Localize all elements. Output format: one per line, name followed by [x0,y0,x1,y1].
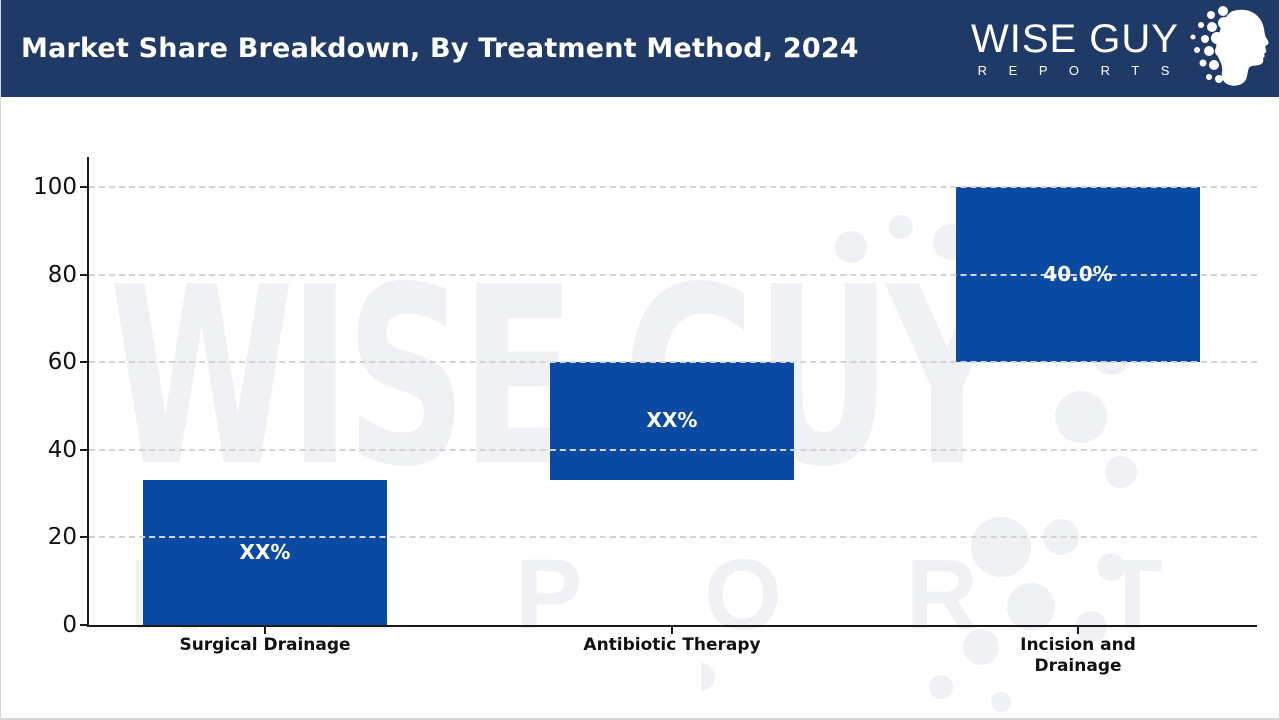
gridline-100 [89,186,1257,188]
y-tick-label-40: 40 [47,436,77,463]
y-tick-mark-100 [80,186,87,188]
y-tick-mark-0 [80,624,87,626]
x-tick-mark [264,627,266,634]
bar-segment [143,480,387,625]
logo-brand-text: WISE GUY [970,17,1179,61]
x-tick-mark [1077,627,1079,634]
y-tick-mark-40 [80,448,87,451]
header: Market Share Breakdown, By Treatment Met… [1,0,1279,97]
gridline-60 [89,361,1257,364]
y-axis-spine [87,157,89,625]
x-axis-category-label: Surgical Drainage [179,635,351,655]
plot-area: WISE GUY R E P O R T S 0 20 40 60 80 100 XX% X… [1,97,1279,718]
bar-segment [550,362,794,481]
y-tick-label-60: 60 [47,349,77,376]
gridline-40 [89,448,1257,451]
y-tick-label-100: 100 [33,174,77,200]
gridline-80 [89,273,1257,276]
y-tick-mark-60 [80,361,87,364]
y-tick-label-0: 0 [62,612,77,638]
x-axis-category-label: Incision and Drainage [1020,635,1136,677]
x-axis-spine [87,625,1257,627]
y-tick-mark-20 [80,536,87,539]
chart-title: Market Share Breakdown, By Treatment Met… [21,33,859,64]
y-tick-label-20: 20 [47,524,77,551]
y-tick-label-80: 80 [47,261,77,288]
logo-reports-text: R E P O R T S [977,63,1179,78]
y-tick-mark-80 [80,273,87,276]
bar-value-label: XX% [646,408,698,433]
bar-value-label: 40.0% [1043,261,1113,286]
logo-wordmark: WISE GUY R E P O R T S [971,19,1179,78]
gridline-20 [89,536,1257,539]
x-tick-mark [671,627,673,634]
x-axis-category-label: Antibiotic Therapy [583,635,761,655]
bar-value-label: XX% [239,539,291,564]
wiseguy-logo: WISE GUY R E P O R T S [971,5,1279,93]
logo-face-icon [1190,5,1269,86]
